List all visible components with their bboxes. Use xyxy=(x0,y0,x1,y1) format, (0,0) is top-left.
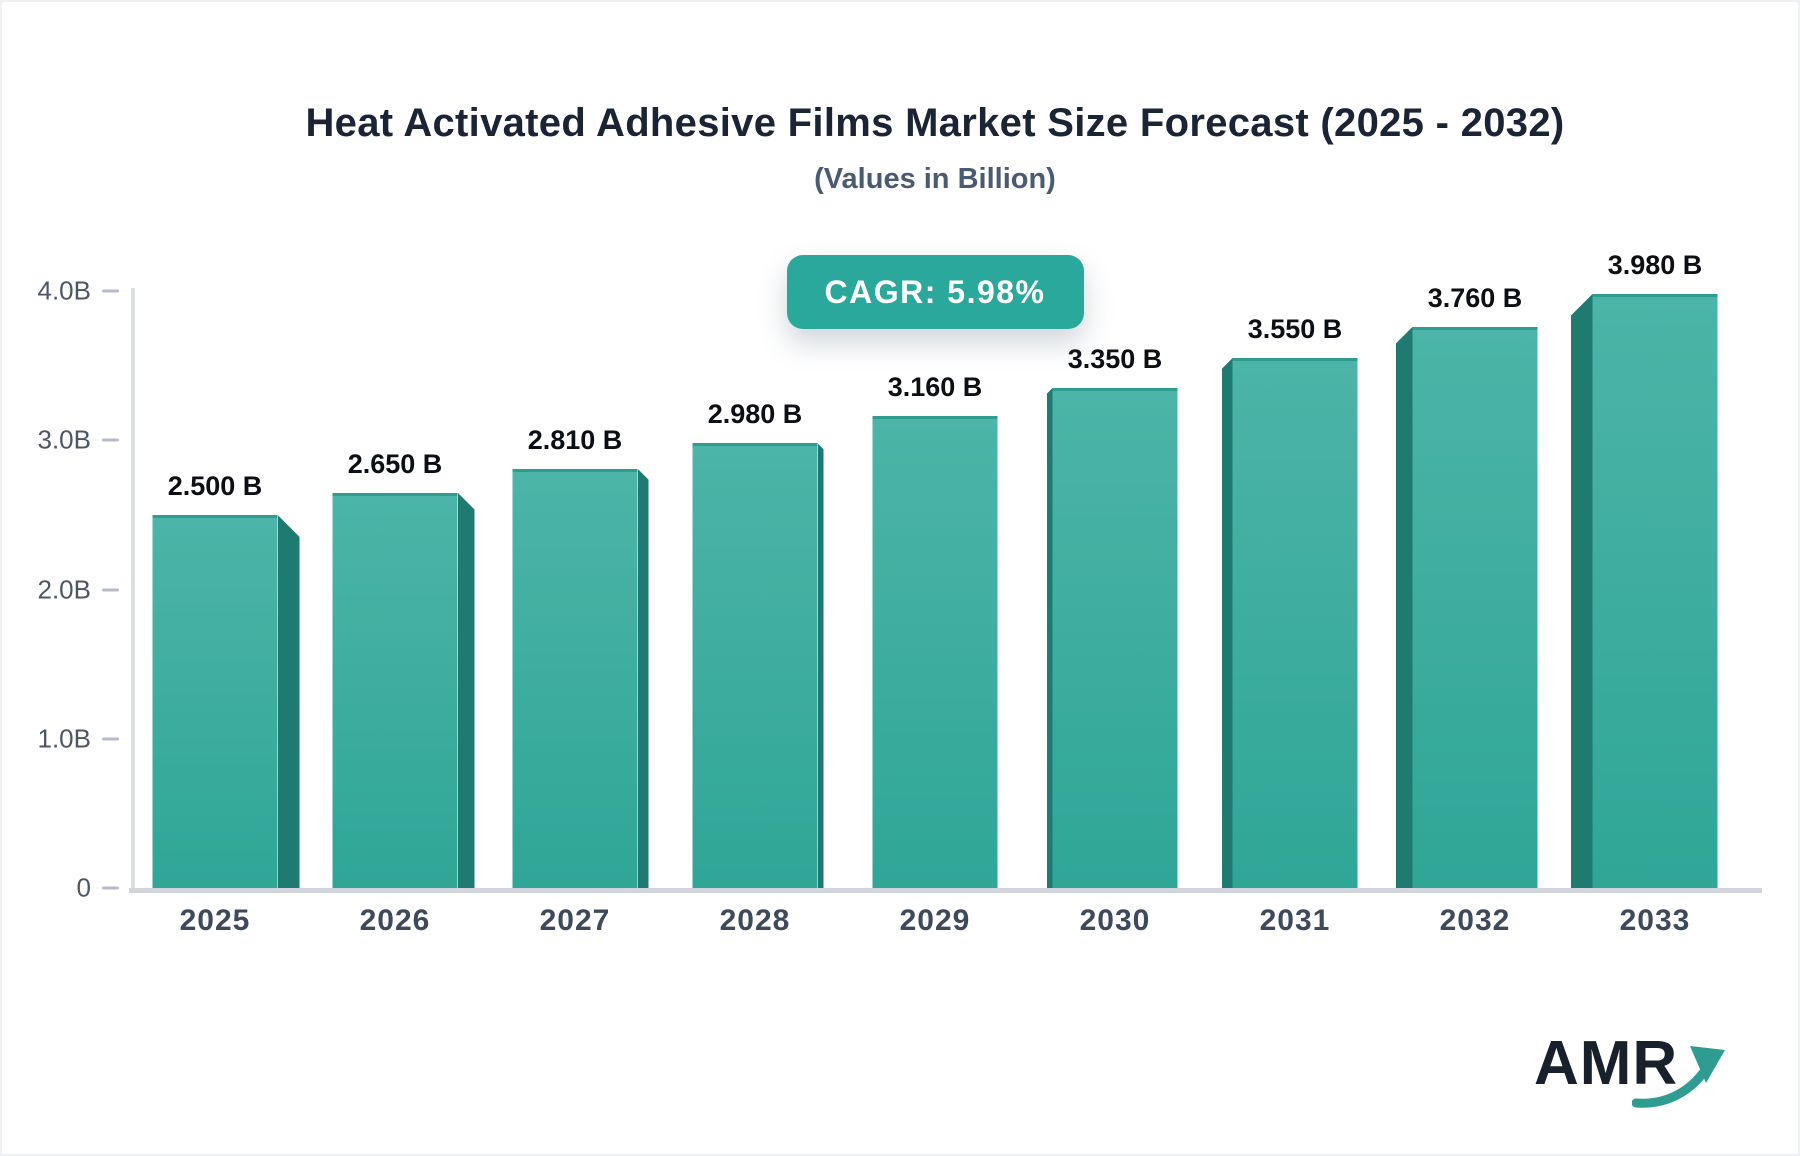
bar-face xyxy=(692,443,818,888)
bar-face xyxy=(1052,388,1178,888)
bar-side-face xyxy=(1570,294,1593,888)
y-axis-tick: 0 xyxy=(77,873,119,904)
x-axis-label: 2026 xyxy=(359,904,431,937)
y-axis-tick-dash xyxy=(102,289,119,293)
y-axis-tick-label: 3.0B xyxy=(37,424,92,455)
bar-side-face xyxy=(637,468,649,888)
bar-group-2028: 2.980 B 2028 xyxy=(665,291,845,937)
x-axis-line xyxy=(129,888,1762,893)
y-axis-tick-label: 1.0B xyxy=(37,723,92,754)
bar-side-face xyxy=(1395,326,1413,888)
cagr-badge: CAGR: 5.98% xyxy=(786,255,1084,329)
bar-group-2027: 2.810 B 2027 xyxy=(485,291,665,937)
bar-side-face xyxy=(1221,358,1233,888)
bar-value-label: 3.980 B xyxy=(1607,250,1703,280)
bar-group-2029: 3.160 B 2029 xyxy=(845,291,1025,937)
bar-side-face xyxy=(277,514,300,888)
y-axis-tick: 4.0B xyxy=(37,275,119,307)
bar-group-2031: 3.550 B 2031 xyxy=(1205,291,1385,937)
bar-value-label: 3.160 B xyxy=(887,372,983,403)
y-axis-tick-dash xyxy=(102,737,119,741)
growth-arrow-icon xyxy=(1632,1046,1726,1108)
amr-logo: AMR xyxy=(1534,1029,1732,1111)
bar-group-2026: 2.650 B 2026 xyxy=(305,291,485,937)
x-axis-label: 2027 xyxy=(539,904,611,937)
bar-value-label: 3.350 B xyxy=(1067,344,1163,375)
bar-face xyxy=(1232,358,1358,888)
bar-face xyxy=(1592,294,1718,888)
y-axis-tick-dash xyxy=(102,588,119,591)
bar-group-2025: 2.500 B 2025 xyxy=(125,291,305,937)
bar-group-2033: 3.980 B 2033 xyxy=(1565,250,1745,937)
bar-value-label: 3.760 B xyxy=(1427,282,1523,313)
x-axis-label: 2032 xyxy=(1439,904,1511,937)
bar-side-face xyxy=(817,443,824,888)
bar-face xyxy=(1412,326,1538,888)
y-axis: 4.0B 3.0B 2.0B 1.0B 0 xyxy=(2,276,119,903)
y-axis-tick-dash xyxy=(102,438,119,442)
chart-subtitle: (Values in Billion) xyxy=(814,163,1056,195)
bar-value-label: 3.550 B xyxy=(1247,314,1343,345)
bar-value-label: 2.650 B xyxy=(347,448,443,479)
y-axis-tick: 1.0B xyxy=(37,723,119,754)
bar-value-label: 2.810 B xyxy=(527,424,623,455)
bar-face xyxy=(332,492,458,888)
bar-value-label: 2.500 B xyxy=(167,470,263,501)
bar-side-face xyxy=(457,492,475,888)
bar-face xyxy=(872,416,998,888)
bar-group-2030: 3.350 B 2030 xyxy=(1025,291,1205,937)
y-axis-tick-label: 0 xyxy=(76,872,91,903)
y-axis-tick: 2.0B xyxy=(37,574,119,605)
amr-logo-text: AMR xyxy=(1534,1029,1679,1098)
x-axis-label: 2025 xyxy=(179,904,251,937)
x-axis-label: 2029 xyxy=(899,904,971,937)
y-axis-tick-dash xyxy=(102,886,119,890)
bar-group-2032: 3.760 B 2032 xyxy=(1385,283,1565,937)
y-axis-tick-label: 4.0B xyxy=(37,275,92,306)
bar-face xyxy=(152,514,278,888)
x-axis-label: 2028 xyxy=(719,904,791,937)
x-axis-label: 2031 xyxy=(1259,904,1331,937)
y-axis-tick-label: 2.0B xyxy=(37,574,92,604)
y-axis-tick: 3.0B xyxy=(37,424,119,456)
bar-face xyxy=(512,468,638,888)
bar-side-face xyxy=(1046,388,1053,888)
bar-value-label: 2.980 B xyxy=(707,399,803,430)
x-axis-label: 2033 xyxy=(1619,904,1691,937)
x-axis-label: 2030 xyxy=(1079,904,1151,937)
plot-area: 2.500 B 2025 2.650 B 2026 2.810 B 2027 2.980 B… xyxy=(125,250,1745,937)
y-axis-line xyxy=(131,288,135,889)
chart-header: Heat Activated Adhesive Films Market Siz… xyxy=(125,2,1745,329)
chart-title: Heat Activated Adhesive Films Market Siz… xyxy=(305,101,1565,145)
